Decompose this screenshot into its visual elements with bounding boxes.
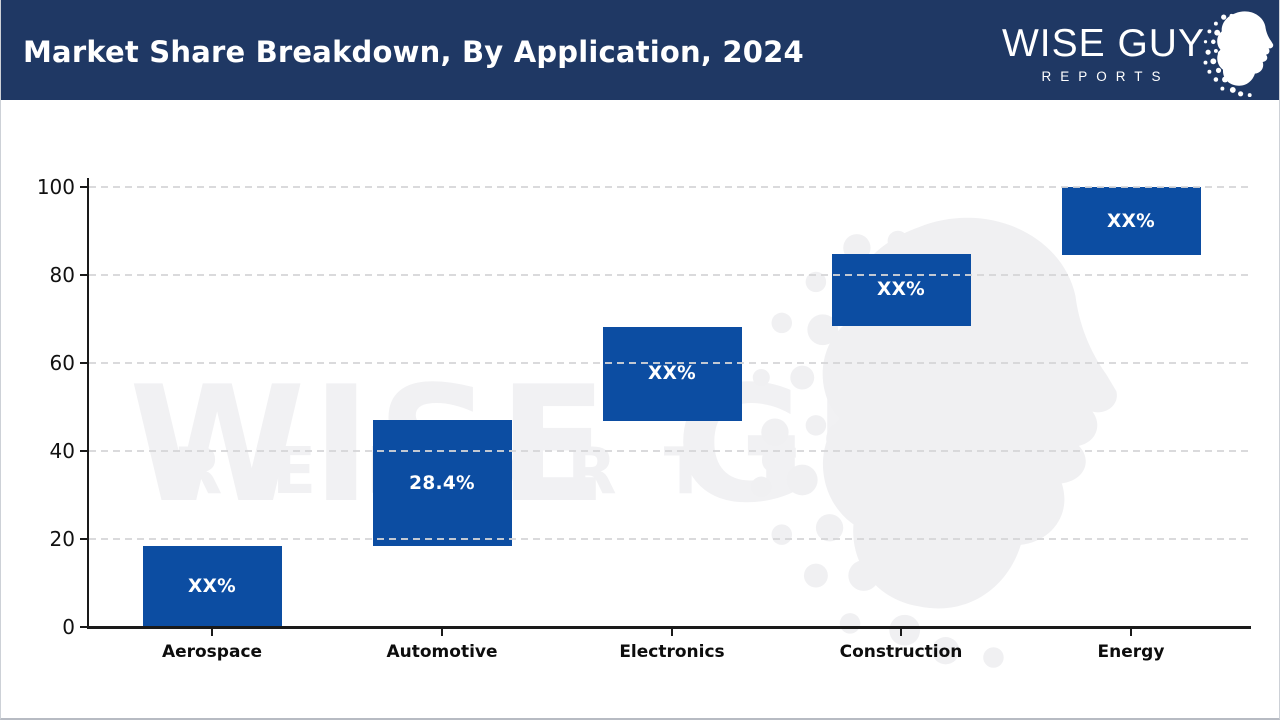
bar: XX% — [142, 545, 282, 627]
bar: 28.4% — [372, 420, 512, 547]
wise-guy-logo: WISE GUY REPORTS — [1002, 6, 1274, 98]
y-axis-line — [87, 178, 89, 629]
y-tick — [80, 450, 87, 452]
x-axis-label: Energy — [1097, 642, 1165, 662]
y-tick — [80, 274, 87, 276]
x-axis-line — [87, 626, 1251, 629]
x-axis-label: Aerospace — [161, 642, 263, 662]
y-tick — [80, 626, 87, 628]
gridline — [89, 274, 1251, 276]
x-axis-label: Electronics — [619, 642, 725, 662]
gridline — [89, 186, 1251, 188]
logo-subtitle: REPORTS — [1041, 69, 1170, 84]
bar: XX% — [831, 253, 971, 327]
logo-text: WISE GUY REPORTS — [1002, 22, 1205, 84]
bar-value-label: XX% — [877, 279, 925, 301]
gridline — [89, 362, 1251, 364]
header-bar: Market Share Breakdown, By Application, … — [1, 0, 1279, 100]
page-title: Market Share Breakdown, By Application, … — [23, 35, 804, 69]
logo-wordmark: WISE GUY — [1001, 22, 1205, 65]
x-axis-label: Automotive — [386, 642, 498, 662]
bar-value-label: 28.4% — [409, 472, 475, 494]
y-tick-label: 0 — [62, 615, 75, 639]
bar: XX% — [1061, 187, 1201, 256]
y-tick-label: 80 — [49, 263, 75, 287]
y-tick — [80, 362, 87, 364]
y-tick — [80, 186, 87, 188]
y-tick-label: 60 — [49, 351, 75, 375]
bar-value-label: XX% — [1107, 210, 1155, 232]
chart-canvas: WISE GUY REPORTS 0 20 40 60 80 100 XX% 28.4% XX%… — [1, 100, 1279, 718]
bar-value-label: XX% — [648, 363, 696, 385]
x-tick — [900, 628, 902, 636]
y-tick — [80, 538, 87, 540]
logo-head-icon — [1203, 11, 1274, 98]
x-tick — [441, 628, 443, 636]
bar-value-label: XX% — [188, 575, 236, 597]
gridline — [89, 538, 1251, 540]
y-tick-label: 20 — [49, 527, 75, 551]
bar: XX% — [602, 326, 742, 421]
y-tick-label: 100 — [36, 175, 75, 199]
x-tick — [1130, 628, 1132, 636]
x-axis-label: Construction — [839, 642, 963, 662]
x-tick — [671, 628, 673, 636]
y-tick-label: 40 — [49, 439, 75, 463]
x-tick — [211, 628, 213, 636]
gridline — [89, 450, 1251, 452]
